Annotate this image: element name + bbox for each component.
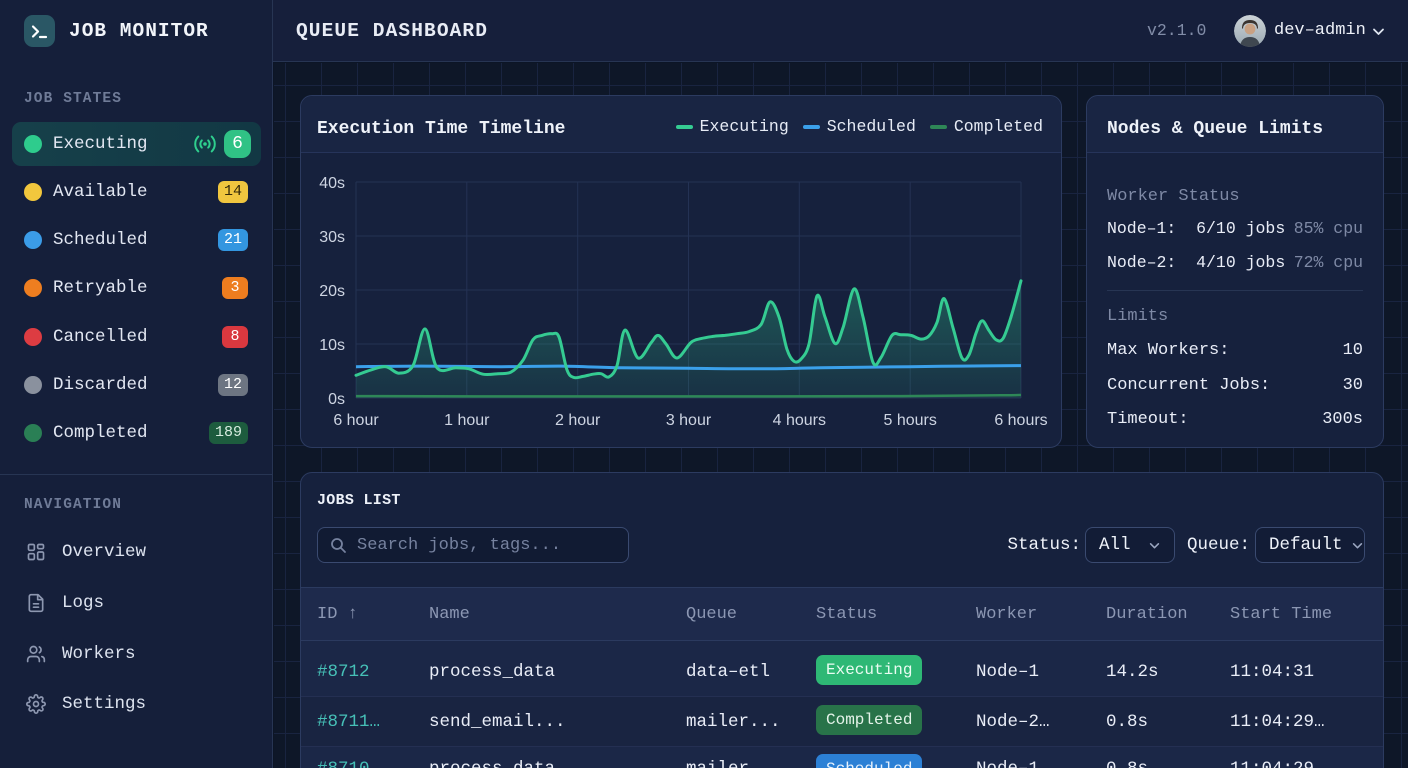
svg-text:5 hours: 5 hours <box>884 412 937 429</box>
svg-text:30s: 30s <box>319 229 345 246</box>
svg-text:2 hour: 2 hour <box>555 412 601 429</box>
svg-text:0s: 0s <box>328 391 345 408</box>
svg-text:6 hours: 6 hours <box>994 412 1047 429</box>
svg-text:20s: 20s <box>319 283 345 300</box>
svg-text:4 hours: 4 hours <box>773 412 826 429</box>
svg-text:6 hour: 6 hour <box>333 412 379 429</box>
svg-text:40s: 40s <box>319 175 345 192</box>
svg-text:1 hour: 1 hour <box>444 412 490 429</box>
svg-text:3 hour: 3 hour <box>666 412 712 429</box>
svg-text:10s: 10s <box>319 337 345 354</box>
